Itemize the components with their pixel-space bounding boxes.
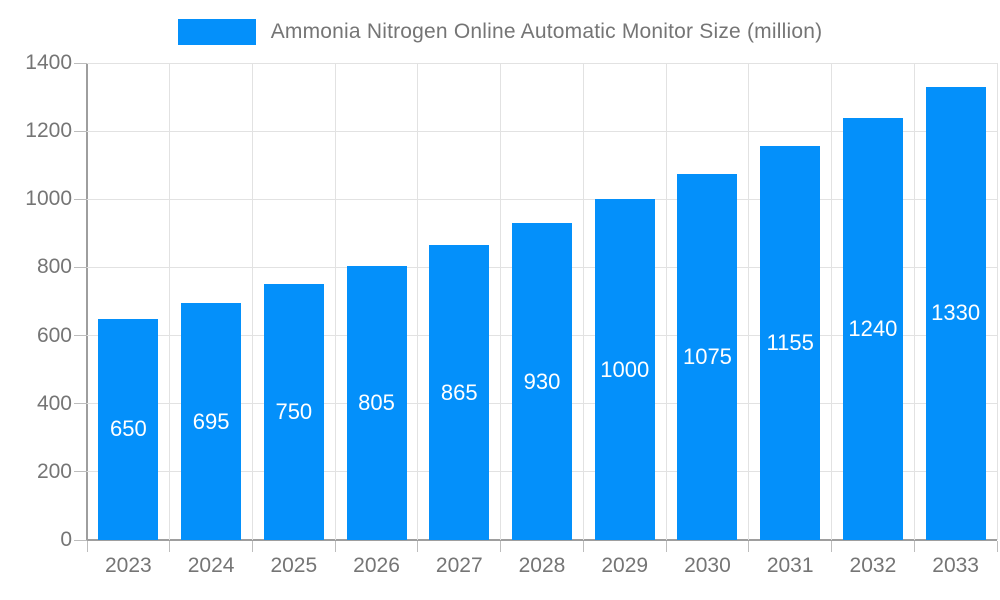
gridline-horizontal [87,130,997,132]
legend-label: Ammonia Nitrogen Online Automatic Monito… [270,20,823,43]
bar-2033: 1330 [925,86,986,540]
y-axis-tick-label: 600 [36,323,72,347]
x-axis-tick-label: 2028 [518,554,566,577]
bar-value-label: 805 [358,389,395,415]
x-axis-tick-label: 2033 [932,554,979,577]
x-axis-tick [913,541,915,552]
bar-value-label: 1075 [682,343,732,369]
x-axis-tick [582,541,584,552]
gridline-vertical [913,63,915,540]
bar-value-label: 1330 [931,300,981,326]
bar-2030: 1075 [677,173,738,540]
x-axis-tick [500,541,502,552]
bar-2028: 930 [512,223,572,540]
x-axis-tick-label: 2032 [849,554,897,577]
x-axis-tick-label: 2024 [187,554,235,577]
x-axis-tick [831,541,833,552]
bar-2029: 1000 [594,199,655,540]
x-axis-tick [86,541,88,552]
x-axis-tick [169,541,171,552]
gridline-vertical [500,63,502,540]
bar-value-label: 1240 [848,315,898,341]
gridline-vertical [169,63,171,540]
bar-2023: 650 [98,318,159,540]
bar-2027: 865 [429,245,490,540]
x-axis-tick-label: 2023 [105,554,152,577]
x-axis-tick [417,541,419,552]
y-axis-tick-label: 800 [36,255,72,279]
y-axis-tick [74,403,87,405]
x-axis-tick-label: 2027 [435,554,483,577]
y-axis-tick [74,198,87,200]
gridline-vertical [582,63,584,540]
x-axis-tick-label: 2029 [601,554,649,577]
gridline-vertical [748,63,750,540]
x-axis-line [87,539,997,541]
bar-2031: 1155 [760,146,821,540]
chart-legend[interactable]: Ammonia Nitrogen Online Automatic Monito… [0,16,1000,48]
x-axis-tick-label: 2031 [766,554,814,577]
bar-value-label: 1155 [766,330,814,356]
bar-value-label: 695 [192,408,230,434]
gridline-vertical [996,63,998,540]
bar-value-label: 865 [440,379,478,405]
x-axis-tick [665,541,667,552]
gridline-vertical [831,63,833,540]
y-axis-tick [74,62,87,64]
y-axis-tick-label: 200 [36,459,72,483]
gridline-vertical [665,63,667,540]
y-axis-tick [74,471,87,473]
x-axis-tick [996,541,998,552]
x-axis-tick [251,541,253,552]
x-axis-tick [334,541,336,552]
y-axis-tick [74,539,87,541]
x-axis-tick [748,541,750,552]
plot-area: 650 695 750 805 865 930 1000 1075 1155 1240 1330 [74,62,998,552]
x-axis-tick-label: 2030 [684,554,731,577]
bar-2032: 1240 [842,117,903,540]
x-axis-tick-label: 2026 [353,554,400,577]
y-axis-tick [74,335,87,337]
y-axis-tick-label: 1200 [25,119,72,143]
y-axis-tick-label: 0 [60,528,72,551]
bar-value-label: 750 [275,399,313,425]
gridline-horizontal [87,198,997,200]
y-axis-tick [74,130,87,132]
x-axis-tick-label: 2025 [270,554,318,577]
gridline-vertical [417,63,419,540]
y-axis-tick-label: 400 [36,391,72,415]
bar-value-label: 930 [523,368,561,394]
y-axis-tick-label: 1400 [25,51,72,74]
gridline-vertical [251,63,253,540]
bar-2025: 750 [263,284,324,540]
gridline-vertical [334,63,336,540]
y-axis-tick-label: 1000 [25,187,72,211]
bar-2024: 695 [181,303,242,540]
bar-2026: 805 [346,265,407,540]
y-axis-tick [74,266,87,268]
legend-swatch-icon [177,19,256,45]
gridline-horizontal [87,62,997,64]
y-axis-line [86,63,88,540]
bar-value-label: 1000 [600,356,650,382]
bar-value-label: 650 [110,416,147,442]
